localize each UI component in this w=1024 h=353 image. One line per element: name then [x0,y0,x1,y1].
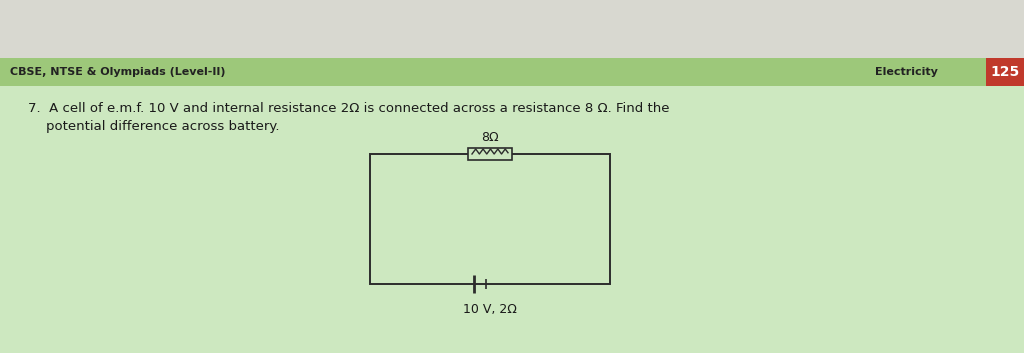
Text: 10 V, 2Ω: 10 V, 2Ω [463,303,517,316]
Bar [0,86,1024,353]
Bar [986,58,1024,86]
Text: 125: 125 [990,65,1020,79]
Bar [0,58,1024,86]
Text: 8Ω: 8Ω [481,131,499,144]
Text: potential difference across battery.: potential difference across battery. [46,120,280,133]
Text: Electricity: Electricity [874,67,938,77]
Bar [370,154,610,284]
Text: CBSE, NTSE & Olympiads (Level-II): CBSE, NTSE & Olympiads (Level-II) [10,67,225,77]
Bar [468,148,512,160]
Bar [0,0,1024,58]
Text: 7.  A cell of e.m.f. 10 V and internal resistance 2Ω is connected across a resis: 7. A cell of e.m.f. 10 V and internal re… [28,102,670,115]
